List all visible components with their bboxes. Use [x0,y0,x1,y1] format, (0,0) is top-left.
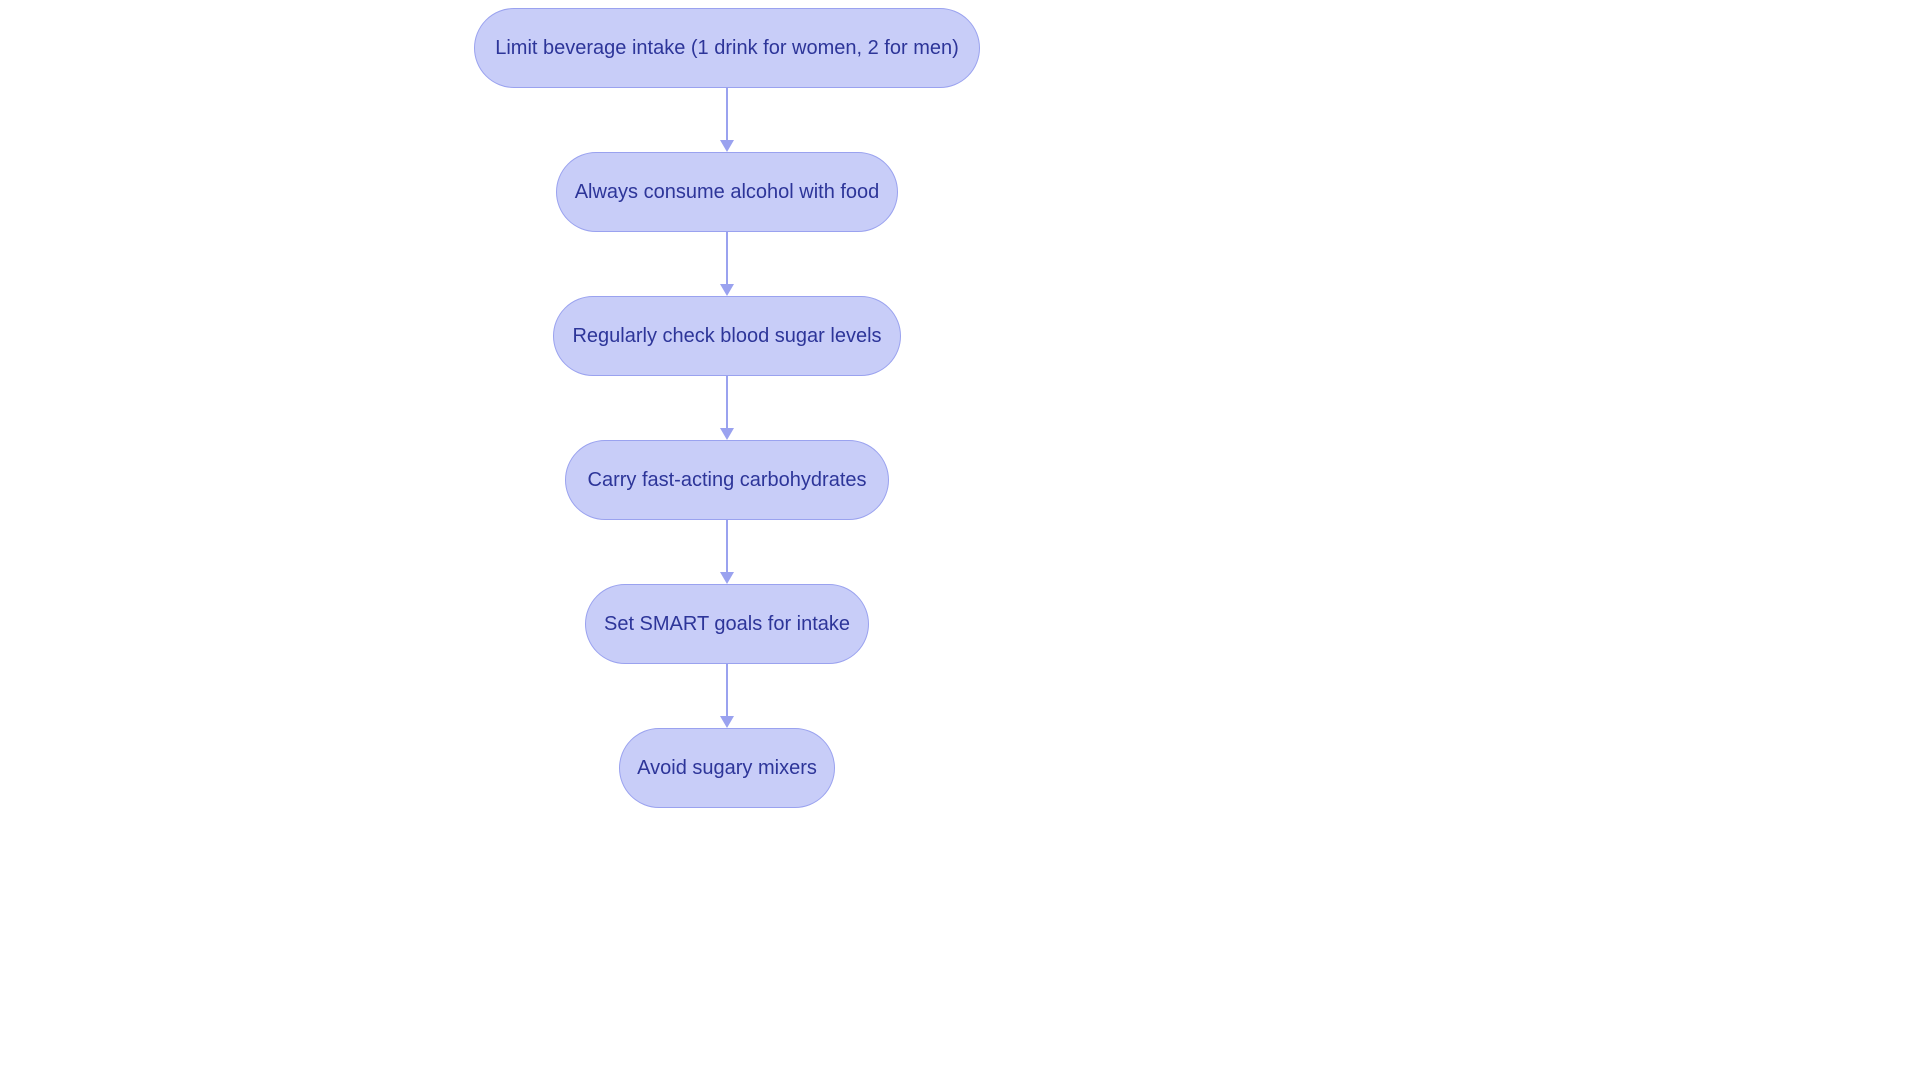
node-label: Avoid sugary mixers [637,757,817,780]
node-label: Set SMART goals for intake [604,613,850,636]
flowchart-edge-1 [726,232,728,286]
flowchart-node-3: Carry fast-acting carbohydrates [565,440,889,520]
flowchart-edge-3 [726,520,728,574]
flowchart-node-1: Always consume alcohol with food [556,152,898,232]
flowchart-node-4: Set SMART goals for intake [585,584,869,664]
node-label: Limit beverage intake (1 drink for women… [495,37,959,60]
arrowhead-icon [720,716,734,728]
arrowhead-icon [720,140,734,152]
arrowhead-icon [720,284,734,296]
node-label: Carry fast-acting carbohydrates [588,469,867,492]
arrowhead-icon [720,572,734,584]
node-label: Always consume alcohol with food [575,181,880,204]
flowchart-edge-0 [726,88,728,142]
flowchart-container: Limit beverage intake (1 drink for women… [0,0,1920,1083]
flowchart-node-5: Avoid sugary mixers [619,728,835,808]
flowchart-node-2: Regularly check blood sugar levels [553,296,901,376]
flowchart-edge-4 [726,664,728,718]
node-label: Regularly check blood sugar levels [572,325,881,348]
flowchart-edge-2 [726,376,728,430]
flowchart-node-0: Limit beverage intake (1 drink for women… [474,8,980,88]
arrowhead-icon [720,428,734,440]
